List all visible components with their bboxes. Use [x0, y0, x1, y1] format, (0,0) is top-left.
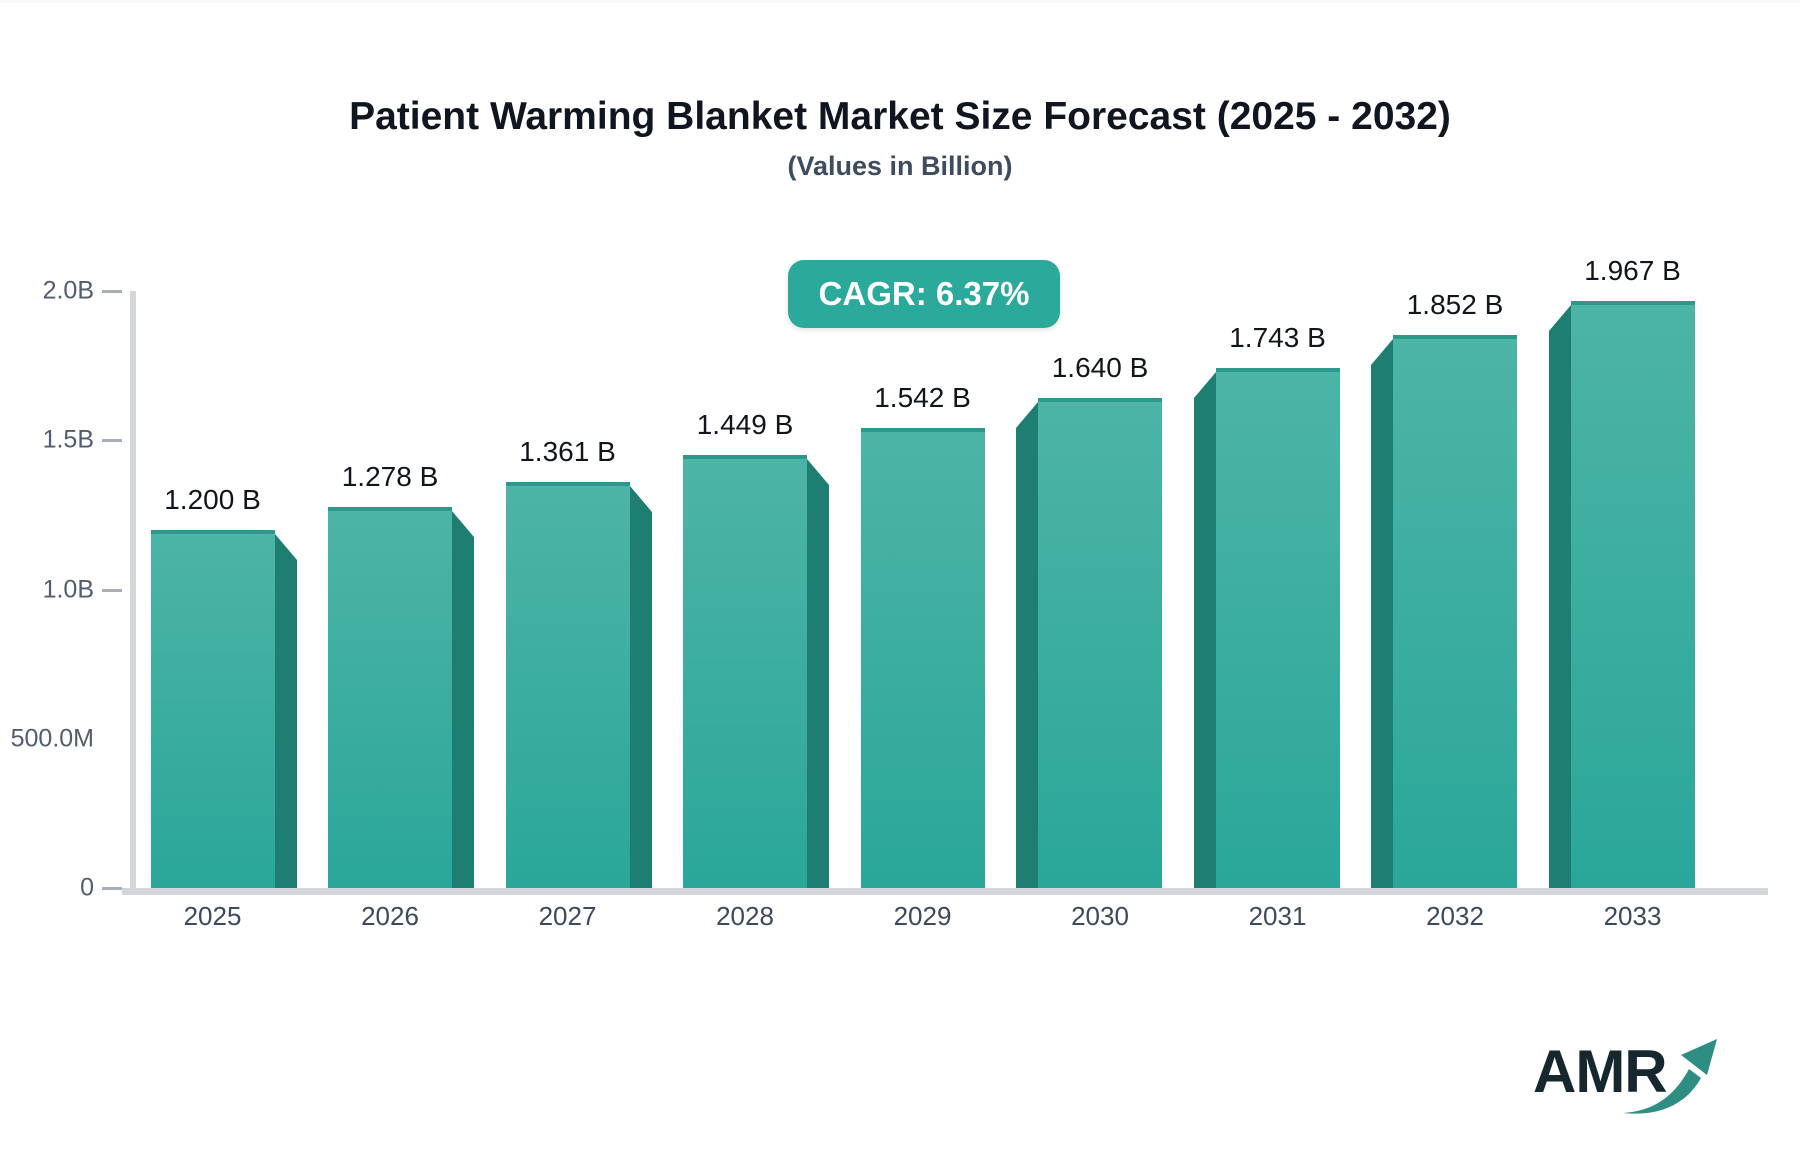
- y-tick-label: 1.5B: [42, 425, 94, 454]
- bar-3d-side: [452, 511, 474, 888]
- x-axis-label: 2029: [893, 901, 952, 931]
- bar-3d-side: [630, 486, 652, 888]
- bar-2025[interactable]: [151, 530, 297, 888]
- y-tick-dash: [102, 439, 122, 443]
- bar-3d-side: [1371, 339, 1393, 888]
- bar-value-label: 1.449 B: [696, 409, 794, 440]
- bar-value-label: 1.278 B: [341, 461, 439, 492]
- bar-value-label: 1.852 B: [1406, 289, 1504, 320]
- bar-3d-side: [1549, 305, 1571, 888]
- y-tick-label: 500.0M: [10, 724, 94, 753]
- x-axis-label: 2030: [1071, 901, 1129, 931]
- x-axis-label: 2031: [1248, 901, 1307, 931]
- cagr-badge: CAGR: 6.37%: [788, 260, 1060, 328]
- x-axis-label: 2027: [538, 901, 597, 931]
- x-axis-label: 2033: [1603, 901, 1662, 931]
- chart-subtitle: (Values in Billion): [787, 151, 1013, 181]
- y-tick-dash: [102, 290, 122, 293]
- x-axis-label: 2026: [361, 901, 419, 931]
- bar-2029[interactable]: [861, 428, 985, 888]
- bar-3d-side: [1016, 402, 1038, 888]
- bar-value-label: 1.200 B: [164, 484, 261, 515]
- bar-3d-side: [807, 459, 829, 888]
- y-axis-line: [130, 291, 136, 894]
- bar-value-label: 1.640 B: [1051, 352, 1149, 383]
- x-axis-label: 2032: [1426, 901, 1484, 931]
- y-tick-label: 2.0B: [42, 276, 94, 305]
- bar-2027[interactable]: [506, 482, 652, 888]
- chart-title: Patient Warming Blanket Market Size Fore…: [349, 95, 1451, 138]
- bar-value-label: 1.743 B: [1229, 322, 1326, 353]
- bar-2032[interactable]: [1371, 335, 1517, 888]
- x-axis-label: 2028: [716, 901, 774, 931]
- bar-3d-side: [1194, 372, 1216, 888]
- amr-logo: AMR: [1533, 1037, 1763, 1137]
- trend-up-arrow-icon: [1623, 1039, 1717, 1114]
- plot-area: 2.0B 1.5B 1.0B 500.0M 0 1.200 B 2025 1.278 B 202…: [0, 3, 1800, 1156]
- y-tick-dash: [102, 887, 122, 890]
- bar-3d-side: [275, 534, 297, 888]
- bar-2033[interactable]: [1549, 301, 1695, 888]
- y-tick-dash: [102, 588, 122, 592]
- x-axis-label: 2025: [183, 901, 242, 931]
- bar-2030[interactable]: [1016, 398, 1162, 888]
- bar-value-label: 1.967 B: [1584, 255, 1681, 286]
- x-axis-line: [122, 888, 1768, 895]
- bar-2031[interactable]: [1194, 368, 1340, 888]
- y-tick-label: 0: [80, 873, 94, 902]
- bar-value-label: 1.542 B: [874, 382, 971, 413]
- amr-logo-text: AMR: [1533, 1038, 1668, 1105]
- y-tick-label: 1.0B: [42, 575, 94, 603]
- bar-2026[interactable]: [328, 507, 474, 888]
- bar-value-label: 1.361 B: [519, 436, 616, 467]
- bar-2028[interactable]: [683, 455, 829, 888]
